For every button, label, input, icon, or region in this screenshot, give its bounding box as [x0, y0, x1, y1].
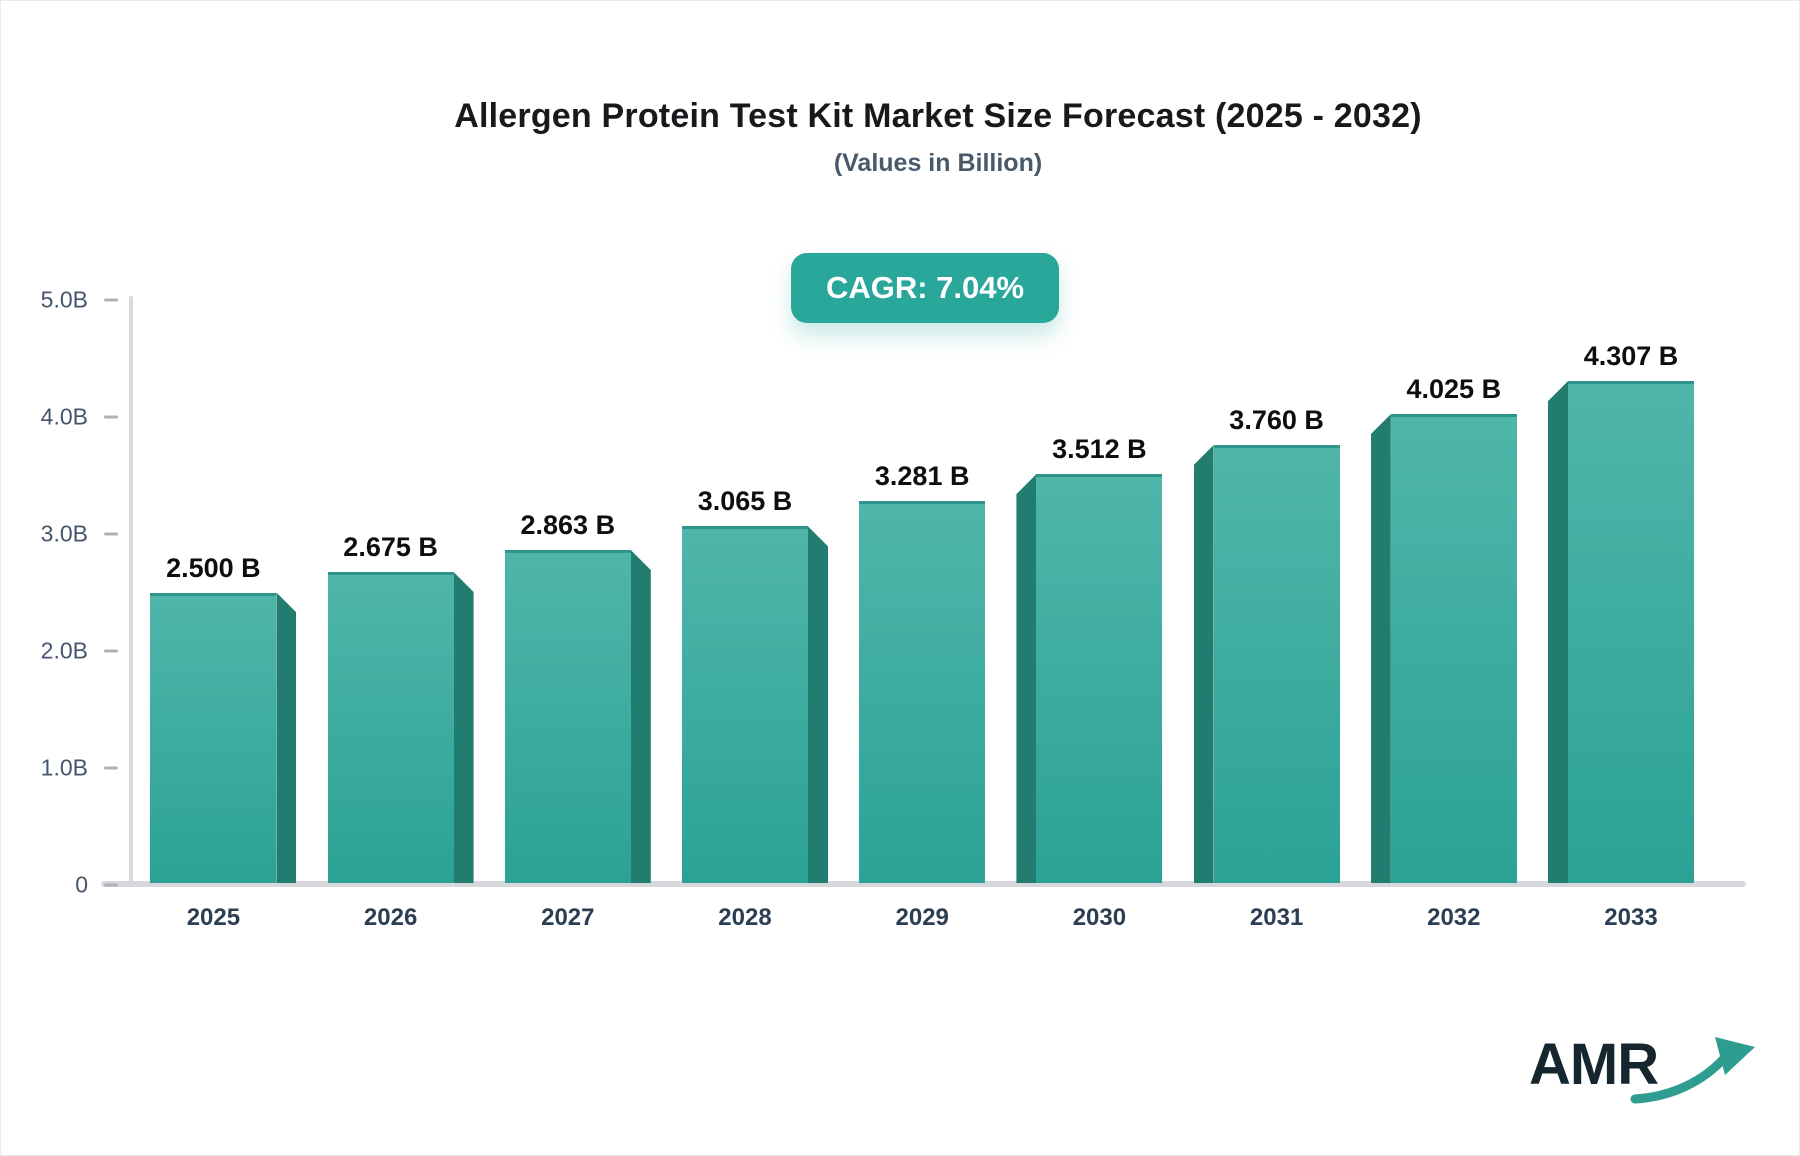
cagr-badge: CAGR: 7.04%	[791, 253, 1059, 323]
bar-3d-side	[808, 526, 828, 883]
bar-value-label: 2.675 B	[343, 532, 438, 563]
bar-2025	[150, 592, 277, 883]
bar-2029	[859, 501, 986, 883]
x-axis-baseline	[101, 881, 1746, 887]
y-axis-tick-mark	[104, 298, 118, 302]
y-axis-tick-label: 3.0B	[40, 520, 88, 547]
x-axis-label-2032: 2032	[1427, 904, 1481, 931]
x-axis-label-2030: 2030	[1072, 904, 1127, 931]
x-axis-label-2031: 2031	[1249, 904, 1304, 931]
bar-3d-side	[1548, 381, 1568, 883]
x-axis-label-2025: 2025	[186, 904, 241, 931]
y-axis-tick-label: 4.0B	[40, 403, 88, 430]
bar-value-label: 3.065 B	[697, 486, 793, 517]
bar-3d-side	[453, 572, 474, 883]
bar-2031	[1213, 445, 1340, 883]
bar-2027	[504, 550, 631, 883]
y-axis-line	[129, 296, 133, 885]
amr-logo-text: AMR	[1529, 1032, 1659, 1097]
x-axis-label-2026: 2026	[363, 904, 418, 931]
bar-2033	[1568, 381, 1694, 883]
bar-value-label: 3.512 B	[1052, 434, 1147, 465]
bar-value-label: 4.025 B	[1406, 374, 1502, 405]
y-axis-tick-mark	[104, 532, 118, 536]
bar-3d-side	[630, 550, 651, 883]
y-axis-tick-label: 2.0B	[40, 637, 88, 664]
bar-value-label: 3.281 B	[874, 461, 970, 492]
x-axis-label-2033: 2033	[1604, 904, 1658, 931]
bar-2032	[1390, 414, 1517, 883]
x-axis-label-2028: 2028	[718, 904, 772, 931]
y-axis-tick-label: 1.0B	[40, 754, 88, 781]
chart-subtitle: (Values in Billion)	[833, 149, 1043, 177]
bar-value-label: 2.500 B	[166, 552, 261, 583]
bar-3d-side	[1370, 414, 1391, 883]
bar-3d-side	[1016, 474, 1037, 883]
bar-2026	[327, 572, 454, 883]
chart-title: Allergen Protein Test Kit Market Size Fo…	[454, 97, 1422, 135]
cagr-badge-label: CAGR: 7.04%	[825, 270, 1025, 305]
trend-up-arrow-icon	[1630, 1037, 1755, 1104]
bar-2030	[1036, 474, 1163, 883]
bar-value-label: 2.863 B	[520, 510, 616, 541]
x-axis-label-2029: 2029	[895, 904, 949, 931]
bar-value-label: 4.307 B	[1583, 341, 1679, 372]
x-axis-label-2027: 2027	[541, 904, 595, 931]
y-axis-tick-mark	[104, 883, 118, 887]
y-axis-tick-mark	[104, 649, 118, 653]
bar-3d-side	[1193, 445, 1214, 883]
amr-logo: AMR	[1529, 1031, 1759, 1111]
y-axis-tick-mark	[104, 766, 118, 770]
y-axis-tick-label: 0	[75, 871, 88, 898]
bar-2028	[682, 526, 808, 883]
bar-3d-side	[276, 592, 297, 883]
y-axis-tick-label: 5.0B	[40, 286, 88, 313]
bar-value-label: 3.760 B	[1229, 405, 1324, 436]
y-axis-tick-mark	[104, 415, 118, 419]
